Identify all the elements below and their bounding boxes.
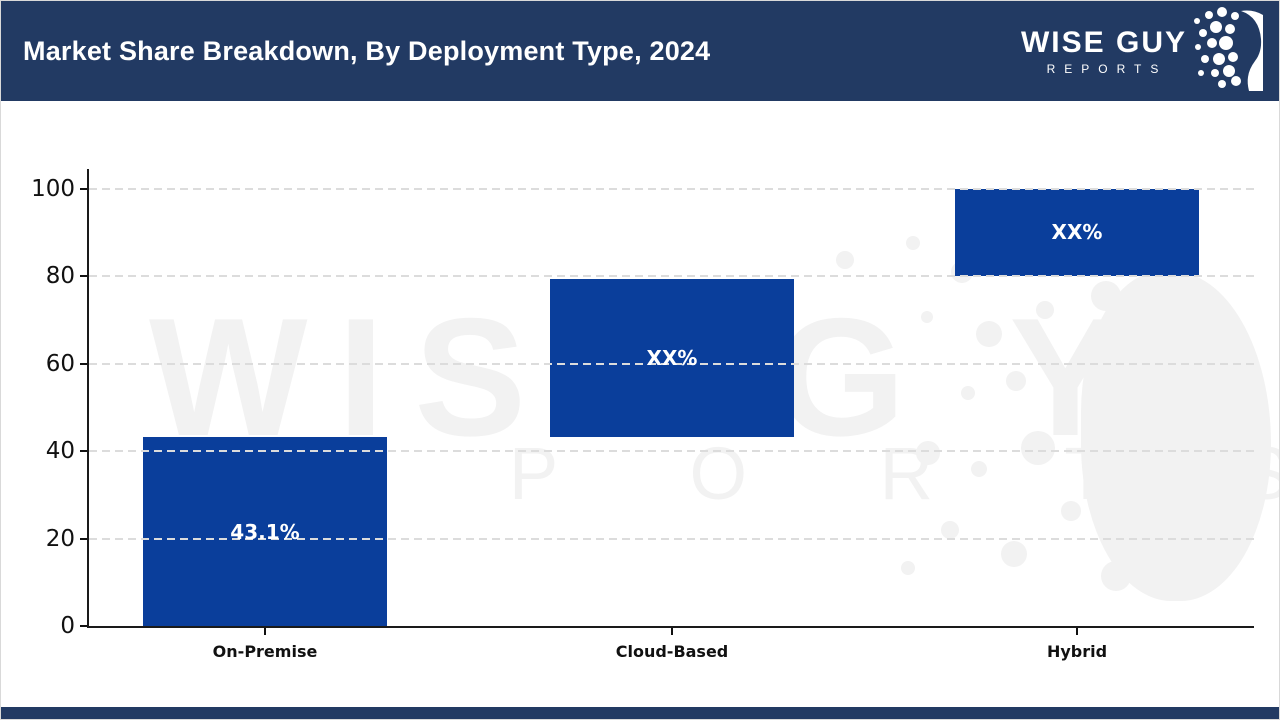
logo-subtitle: REPORTS bbox=[1046, 61, 1168, 76]
watermark-dot bbox=[906, 236, 920, 250]
y-tick-mark-20 bbox=[80, 537, 89, 540]
y-tick-label-100: 100 bbox=[31, 175, 75, 202]
y-tick-mark-40 bbox=[80, 450, 89, 452]
bar-value-label: XX% bbox=[1051, 220, 1103, 245]
y-tick-mark-60 bbox=[80, 362, 89, 365]
x-category-label: Hybrid bbox=[1046, 642, 1108, 661]
bar-value-label: XX% bbox=[646, 346, 698, 371]
gridline-80 bbox=[89, 275, 1254, 277]
x-tick-mark-3 bbox=[1076, 626, 1078, 635]
footer-bar bbox=[1, 707, 1279, 719]
watermark-face-silhouette bbox=[1081, 271, 1271, 601]
watermark-dot bbox=[1006, 371, 1026, 391]
watermark-dot bbox=[961, 386, 975, 400]
watermark-dot bbox=[941, 521, 959, 539]
gridline-100 bbox=[89, 187, 1254, 190]
y-tick-mark-100 bbox=[80, 187, 89, 190]
bar-cloud-based bbox=[550, 278, 794, 438]
y-tick-label-0: 0 bbox=[60, 613, 75, 639]
bar-value-label: 43.1% bbox=[230, 519, 300, 544]
y-tick-mark-0 bbox=[80, 625, 89, 627]
watermark-dot bbox=[901, 561, 915, 575]
watermark-dot bbox=[976, 321, 1002, 347]
y-tick-mark-80 bbox=[80, 275, 89, 277]
chart-title: Market Share Breakdown, By Deployment Ty… bbox=[23, 35, 711, 66]
y-tick-label-20: 20 bbox=[45, 525, 75, 552]
watermark-dot bbox=[1061, 501, 1081, 521]
x-axis-line bbox=[87, 626, 1254, 628]
gridline-20 bbox=[89, 537, 1254, 540]
bar-chart: WISE G Y R E P O R T S 0 20 40 60 80 100 43.1%… bbox=[1, 101, 1279, 709]
watermark-dot bbox=[971, 461, 987, 477]
logo-wordmark: WISE GUY bbox=[1020, 25, 1187, 59]
gridline-40 bbox=[89, 450, 1254, 452]
logo-text: WISE GUY REPORTS bbox=[1020, 25, 1187, 76]
bar-hybrid bbox=[955, 188, 1199, 277]
watermark-dot bbox=[1036, 301, 1054, 319]
gridline-60 bbox=[89, 362, 1254, 365]
x-category-label: Cloud-Based bbox=[615, 642, 729, 661]
watermark-dot bbox=[1021, 431, 1055, 465]
y-tick-label-40: 40 bbox=[45, 438, 75, 464]
bar-on-premise bbox=[143, 437, 387, 626]
watermark-dot bbox=[916, 441, 940, 465]
x-tick-mark-2 bbox=[671, 626, 673, 635]
y-tick-label-80: 80 bbox=[45, 263, 75, 289]
x-tick-mark-1 bbox=[264, 626, 266, 635]
watermark-dot bbox=[921, 311, 933, 323]
watermark-dot bbox=[836, 251, 854, 269]
watermark-dot bbox=[1001, 541, 1027, 567]
y-axis-line bbox=[87, 169, 89, 628]
header-bar: Market Share Breakdown, By Deployment Ty… bbox=[1, 1, 1279, 101]
y-tick-label-60: 60 bbox=[45, 350, 75, 377]
wise-guy-logo: WISE GUY REPORTS bbox=[1020, 6, 1279, 96]
logo-face-icon bbox=[1189, 6, 1263, 96]
x-category-label: On-Premise bbox=[212, 642, 318, 661]
